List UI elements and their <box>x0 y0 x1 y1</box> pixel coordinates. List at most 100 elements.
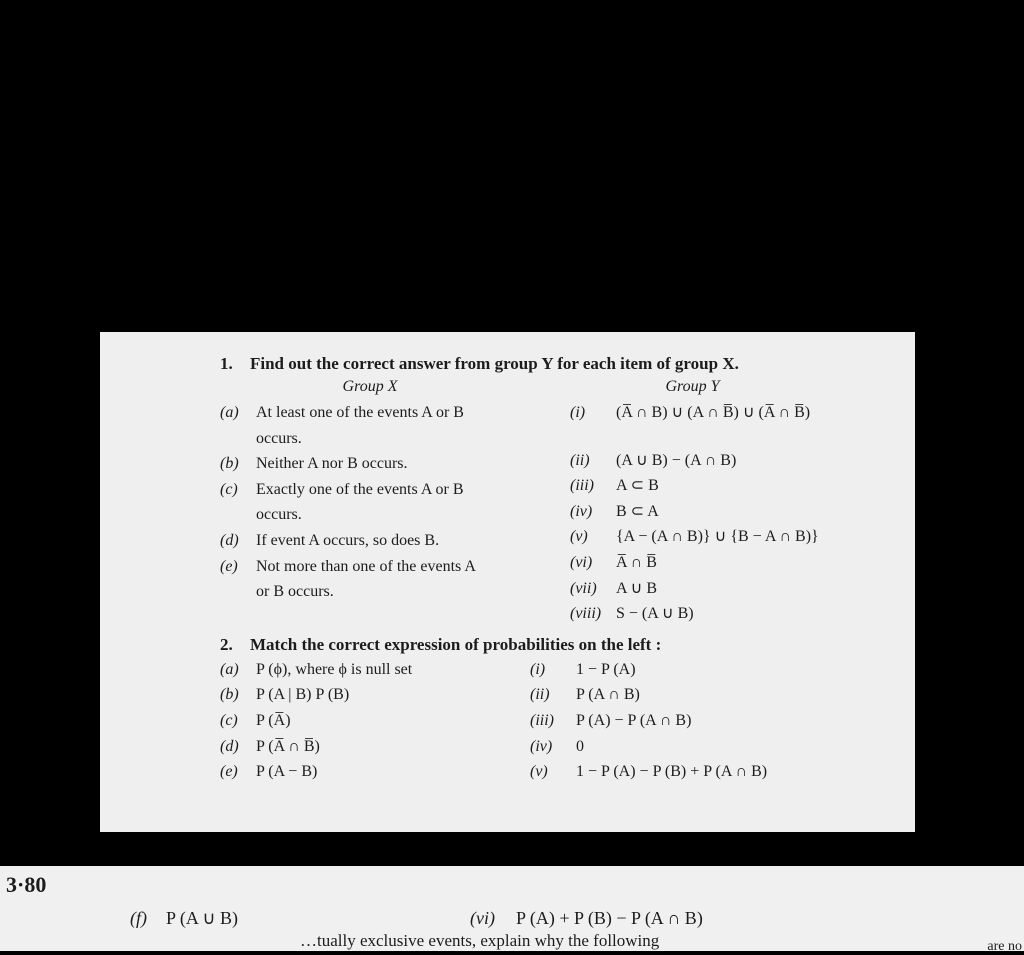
text: (A̅ ∩ B) ∪ (A ∩ B̅) ∪ (A̅ ∩ B̅) <box>616 402 865 424</box>
label: (v) <box>570 526 606 548</box>
q1-prompt: Find out the correct answer from group Y… <box>250 354 739 374</box>
q2-number: 2. <box>220 635 238 655</box>
label: (ii) <box>530 684 566 706</box>
text: Not more than one of the events A <box>256 556 550 578</box>
q2-opt-iv: (iv) 0 <box>530 736 865 758</box>
q1-item-a: (a) At least one of the events A or B <box>220 402 550 424</box>
label: (a) <box>220 402 246 424</box>
q1-columns: (a) At least one of the events A or B oc… <box>220 402 865 629</box>
q1-opt-vii: (vii) A ∪ B <box>570 578 865 600</box>
text: If event A occurs, so does B. <box>256 530 550 552</box>
label: (c) <box>220 479 246 501</box>
q2-columns: (a) P (ϕ), where ϕ is null set (b) P (A … <box>220 659 865 787</box>
question-2-header: 2. Match the correct expression of proba… <box>220 635 865 655</box>
text: Exactly one of the events A or B <box>256 479 550 501</box>
label: (ii) <box>570 450 606 472</box>
q2-opt-ii: (ii) P (A ∩ B) <box>530 684 865 706</box>
group-headers: Group X Group Y <box>220 378 865 396</box>
q1-opt-v: (v) {A − (A ∩ B)} ∪ {B − A ∩ B)} <box>570 526 865 548</box>
label: (f) <box>130 908 156 929</box>
label: (vi) <box>470 908 506 929</box>
q2-opt-i: (i) 1 − P (A) <box>530 659 865 681</box>
label: (b) <box>220 684 246 706</box>
label: (d) <box>220 736 246 758</box>
label: (iii) <box>570 475 606 497</box>
q2-item-a: (a) P (ϕ), where ϕ is null set <box>220 659 470 681</box>
question-1-header: 1. Find out the correct answer from grou… <box>220 354 865 374</box>
document-page: 1. Find out the correct answer from grou… <box>100 332 915 832</box>
text: P (ϕ), where ϕ is null set <box>256 659 470 681</box>
q1-left-column: (a) At least one of the events A or B oc… <box>220 402 550 629</box>
group-y-header: Group Y <box>520 378 865 396</box>
q2-item-c: (c) P (A̅) <box>220 710 470 732</box>
bottom-page-strip: 3·80 (f) P (A ∪ B) (vi) P (A) + P (B) − … <box>0 866 1024 951</box>
text: B ⊂ A <box>616 501 865 523</box>
text: P (A ∪ B) <box>166 908 238 929</box>
q1-number: 1. <box>220 354 238 374</box>
page-number: 3·80 <box>6 872 46 898</box>
text: P (A ∩ B) <box>576 684 865 706</box>
label: (iii) <box>530 710 566 732</box>
q1-opt-ii: (ii) (A ∪ B) − (A ∩ B) <box>570 450 865 472</box>
label: (viii) <box>570 603 606 625</box>
q1-item-e: (e) Not more than one of the events A <box>220 556 550 578</box>
bottom-row: (f) P (A ∪ B) (vi) P (A) + P (B) − P (A … <box>130 908 1000 929</box>
label: (e) <box>220 556 246 578</box>
q1-item-c-cont: occurs. <box>220 504 550 526</box>
q2-right-column: (i) 1 − P (A) (ii) P (A ∩ B) (iii) P (A)… <box>490 659 865 787</box>
q1-opt-vi: (vi) A̅ ∩ B̅ <box>570 552 865 574</box>
text: P (A − B) <box>256 761 470 783</box>
text: A ∪ B <box>616 578 865 600</box>
text: P (A̅) <box>256 710 470 732</box>
q2-item-d: (d) P (A̅ ∩ B̅) <box>220 736 470 758</box>
group-x-header: Group X <box>220 378 520 396</box>
text: 1 − P (A) − P (B) + P (A ∩ B) <box>576 761 865 783</box>
text: 0 <box>576 736 865 758</box>
text: P (A | B) P (B) <box>256 684 470 706</box>
q1-opt-iii: (iii) A ⊂ B <box>570 475 865 497</box>
label: (v) <box>530 761 566 783</box>
q1-opt-i: (i) (A̅ ∩ B) ∪ (A ∩ B̅) ∪ (A̅ ∩ B̅) <box>570 402 865 424</box>
label: (a) <box>220 659 246 681</box>
label: (i) <box>570 402 606 424</box>
text: 1 − P (A) <box>576 659 865 681</box>
label: (c) <box>220 710 246 732</box>
label: (i) <box>530 659 566 681</box>
q2-prompt: Match the correct expression of probabil… <box>250 635 661 655</box>
q2-item-e: (e) P (A − B) <box>220 761 470 783</box>
text: (A ∪ B) − (A ∩ B) <box>616 450 865 472</box>
label: (vii) <box>570 578 606 600</box>
label: (e) <box>220 761 246 783</box>
spacer <box>570 428 865 450</box>
label: (b) <box>220 453 246 475</box>
text: At least one of the events A or B <box>256 402 550 424</box>
bottom-opt-vi: (vi) P (A) + P (B) − P (A ∩ B) <box>470 908 1000 929</box>
text: P (A̅ ∩ B̅) <box>256 736 470 758</box>
q1-right-column: (i) (A̅ ∩ B) ∪ (A ∩ B̅) ∪ (A̅ ∩ B̅) (ii)… <box>570 402 865 629</box>
text: S − (A ∪ B) <box>616 603 865 625</box>
text: P (A) − P (A ∩ B) <box>576 710 865 732</box>
q2-item-b: (b) P (A | B) P (B) <box>220 684 470 706</box>
text: or B occurs. <box>256 581 550 603</box>
q1-item-b: (b) Neither A nor B occurs. <box>220 453 550 475</box>
text: Neither A nor B occurs. <box>256 453 550 475</box>
q1-item-d: (d) If event A occurs, so does B. <box>220 530 550 552</box>
text: P (A) + P (B) − P (A ∩ B) <box>516 908 703 929</box>
bottom-cutoff-text: are no <box>987 939 1022 955</box>
q2-left-column: (a) P (ϕ), where ϕ is null set (b) P (A … <box>220 659 470 787</box>
label: (vi) <box>570 552 606 574</box>
q2-opt-iii: (iii) P (A) − P (A ∩ B) <box>530 710 865 732</box>
text: occurs. <box>256 428 550 450</box>
text: A̅ ∩ B̅ <box>616 552 865 574</box>
q1-opt-iv: (iv) B ⊂ A <box>570 501 865 523</box>
bottom-tail-text: …tually exclusive events, explain why th… <box>300 931 659 951</box>
label: (iv) <box>570 501 606 523</box>
q1-item-a-cont: occurs. <box>220 428 550 450</box>
text: {A − (A ∩ B)} ∪ {B − A ∩ B)} <box>616 526 865 548</box>
q1-opt-viii: (viii) S − (A ∪ B) <box>570 603 865 625</box>
q1-item-c: (c) Exactly one of the events A or B <box>220 479 550 501</box>
text: occurs. <box>256 504 550 526</box>
q1-item-e-cont: or B occurs. <box>220 581 550 603</box>
q2-opt-v: (v) 1 − P (A) − P (B) + P (A ∩ B) <box>530 761 865 783</box>
bottom-item-f: (f) P (A ∪ B) <box>130 908 470 929</box>
